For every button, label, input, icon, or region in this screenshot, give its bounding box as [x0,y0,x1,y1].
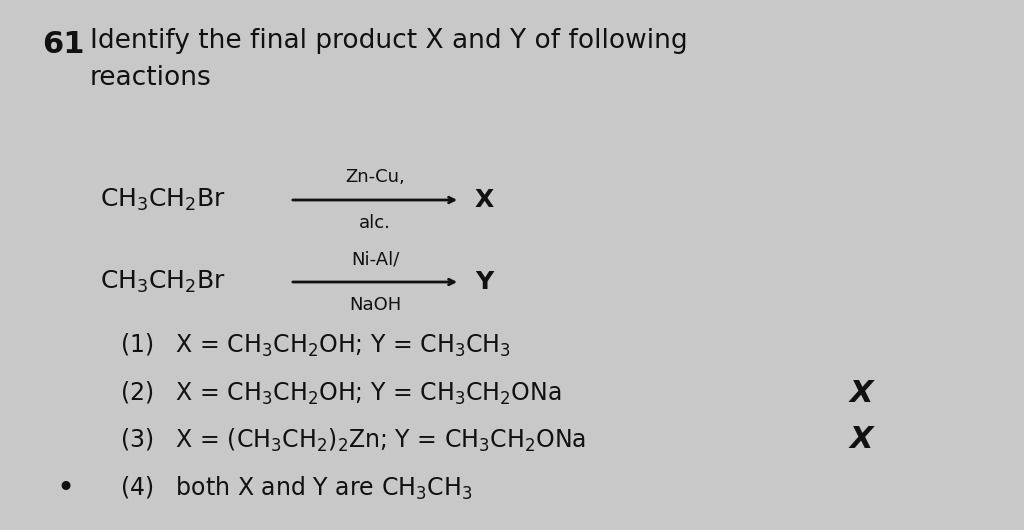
Text: •: • [56,473,74,502]
Text: X: X [475,188,495,212]
Text: Identify the final product X and Y of following
reactions: Identify the final product X and Y of fo… [90,28,688,91]
Text: Y: Y [475,270,494,294]
Text: Zn-Cu,: Zn-Cu, [345,168,404,186]
Text: alc.: alc. [359,214,391,232]
Text: CH$_3$CH$_2$Br: CH$_3$CH$_2$Br [100,269,226,295]
Text: X: X [850,378,873,408]
Text: CH$_3$CH$_2$Br: CH$_3$CH$_2$Br [100,187,226,213]
Text: NaOH: NaOH [349,296,401,314]
Text: (2)   X = CH$_3$CH$_2$OH; Y = CH$_3$CH$_2$ONa: (2) X = CH$_3$CH$_2$OH; Y = CH$_3$CH$_2$… [120,379,561,407]
Text: X: X [850,426,873,455]
Text: Ni-Al/: Ni-Al/ [351,250,399,268]
Text: (1)   X = CH$_3$CH$_2$OH; Y = CH$_3$CH$_3$: (1) X = CH$_3$CH$_2$OH; Y = CH$_3$CH$_3$ [120,331,511,359]
Text: (4)   both X and Y are CH$_3$CH$_3$: (4) both X and Y are CH$_3$CH$_3$ [120,474,472,501]
Text: (3)   X = (CH$_3$CH$_2$)$_2$Zn; Y = CH$_3$CH$_2$ONa: (3) X = (CH$_3$CH$_2$)$_2$Zn; Y = CH$_3$… [120,427,586,454]
Text: 61: 61 [42,30,85,59]
